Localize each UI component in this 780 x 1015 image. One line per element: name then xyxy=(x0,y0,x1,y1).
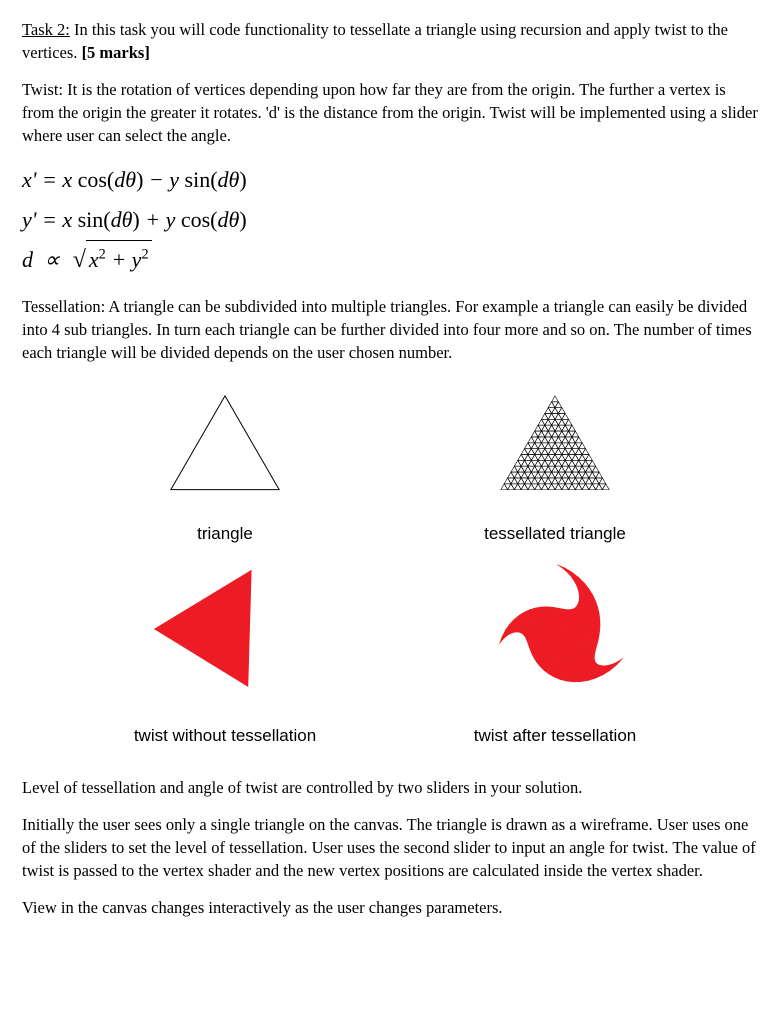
task-label: Task 2: xyxy=(22,20,70,39)
figure-twist-no-label: twist without tessellation xyxy=(70,724,380,748)
equation-line-1: x' = x cos(dθ) − y sin(dθ) xyxy=(22,161,758,198)
figure-tess-label: tessellated triangle xyxy=(400,522,710,546)
tess-paragraph: Tessellation: A triangle can be subdivid… xyxy=(22,295,758,364)
triangle-svg xyxy=(140,384,310,514)
task-marks: [5 marks] xyxy=(82,43,150,62)
equation-line-3: d ∝ √x2 + y2 xyxy=(22,240,758,281)
figure-twist-after: twist after tessellation xyxy=(400,556,710,748)
tess-triangle-svg xyxy=(455,384,655,514)
twist-paragraph: Twist: It is the rotation of vertices de… xyxy=(22,78,758,147)
para-sliders: Level of tessellation and angle of twist… xyxy=(22,776,758,799)
equation-line-2: y' = x sin(dθ) + y cos(dθ) xyxy=(22,201,758,238)
twist-after-svg xyxy=(455,556,655,716)
figure-twist-after-label: twist after tessellation xyxy=(400,724,710,748)
para-view: View in the canvas changes interactively… xyxy=(22,896,758,919)
figure-twist-no-tess: twist without tessellation xyxy=(70,556,380,748)
figure-triangle: triangle xyxy=(70,384,380,546)
para-initial: Initially the user sees only a single tr… xyxy=(22,813,758,882)
twist-no-tess-svg xyxy=(125,556,325,716)
figure-tess-triangle: tessellated triangle xyxy=(400,384,710,546)
equations-block: x' = x cos(dθ) − y sin(dθ) y' = x sin(dθ… xyxy=(22,161,758,281)
task-header: Task 2: In this task you will code funct… xyxy=(22,18,758,64)
figure-triangle-label: triangle xyxy=(70,522,380,546)
figure-grid: triangle tessellated triangle twist with… xyxy=(70,384,710,748)
